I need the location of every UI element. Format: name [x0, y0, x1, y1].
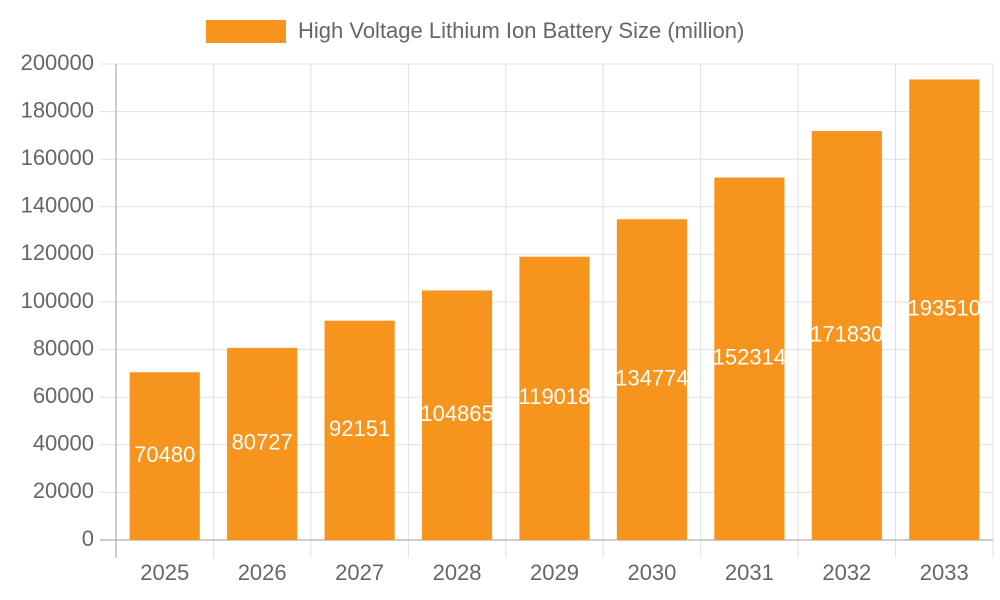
x-tick-label: 2030 — [627, 560, 676, 585]
x-tick-label: 2025 — [140, 560, 189, 585]
data-label: 104865 — [420, 401, 493, 426]
x-tick-label: 2027 — [335, 560, 384, 585]
y-tick-label: 20000 — [33, 478, 94, 503]
x-tick-label: 2029 — [530, 560, 579, 585]
bar — [714, 177, 785, 540]
bar — [811, 131, 882, 540]
data-label: 70480 — [134, 442, 195, 467]
data-label: 171830 — [810, 321, 883, 346]
y-tick-label: 60000 — [33, 383, 94, 408]
data-label: 193510 — [908, 296, 981, 321]
x-tick-label: 2033 — [920, 560, 969, 585]
x-tick-label: 2026 — [238, 560, 287, 585]
y-tick-label: 120000 — [21, 240, 94, 265]
bar — [616, 219, 688, 540]
legend-swatch — [206, 20, 286, 43]
bar — [324, 320, 395, 540]
y-tick-label: 180000 — [21, 97, 94, 122]
y-tick-label: 80000 — [33, 335, 94, 360]
bar — [227, 347, 298, 540]
x-tick-label: 2032 — [822, 560, 871, 585]
data-label: 152314 — [713, 345, 786, 370]
data-label: 119018 — [519, 384, 591, 409]
bar — [421, 290, 493, 540]
y-tick-label: 160000 — [21, 145, 94, 170]
x-tick-label: 2031 — [725, 560, 774, 585]
data-label: 134774 — [615, 365, 688, 390]
legend-label: High Voltage Lithium Ion Battery Size (m… — [298, 18, 744, 43]
data-label: 80727 — [232, 430, 293, 455]
y-tick-label: 0 — [82, 526, 94, 551]
data-label: 92151 — [329, 416, 390, 441]
y-tick-label: 140000 — [21, 193, 94, 218]
y-tick-label: 40000 — [33, 431, 94, 456]
y-tick-label: 100000 — [21, 288, 94, 313]
x-tick-label: 2028 — [433, 560, 482, 585]
bar — [129, 372, 200, 540]
y-tick-label: 200000 — [21, 50, 94, 75]
bar — [519, 256, 590, 540]
bar — [909, 79, 980, 540]
